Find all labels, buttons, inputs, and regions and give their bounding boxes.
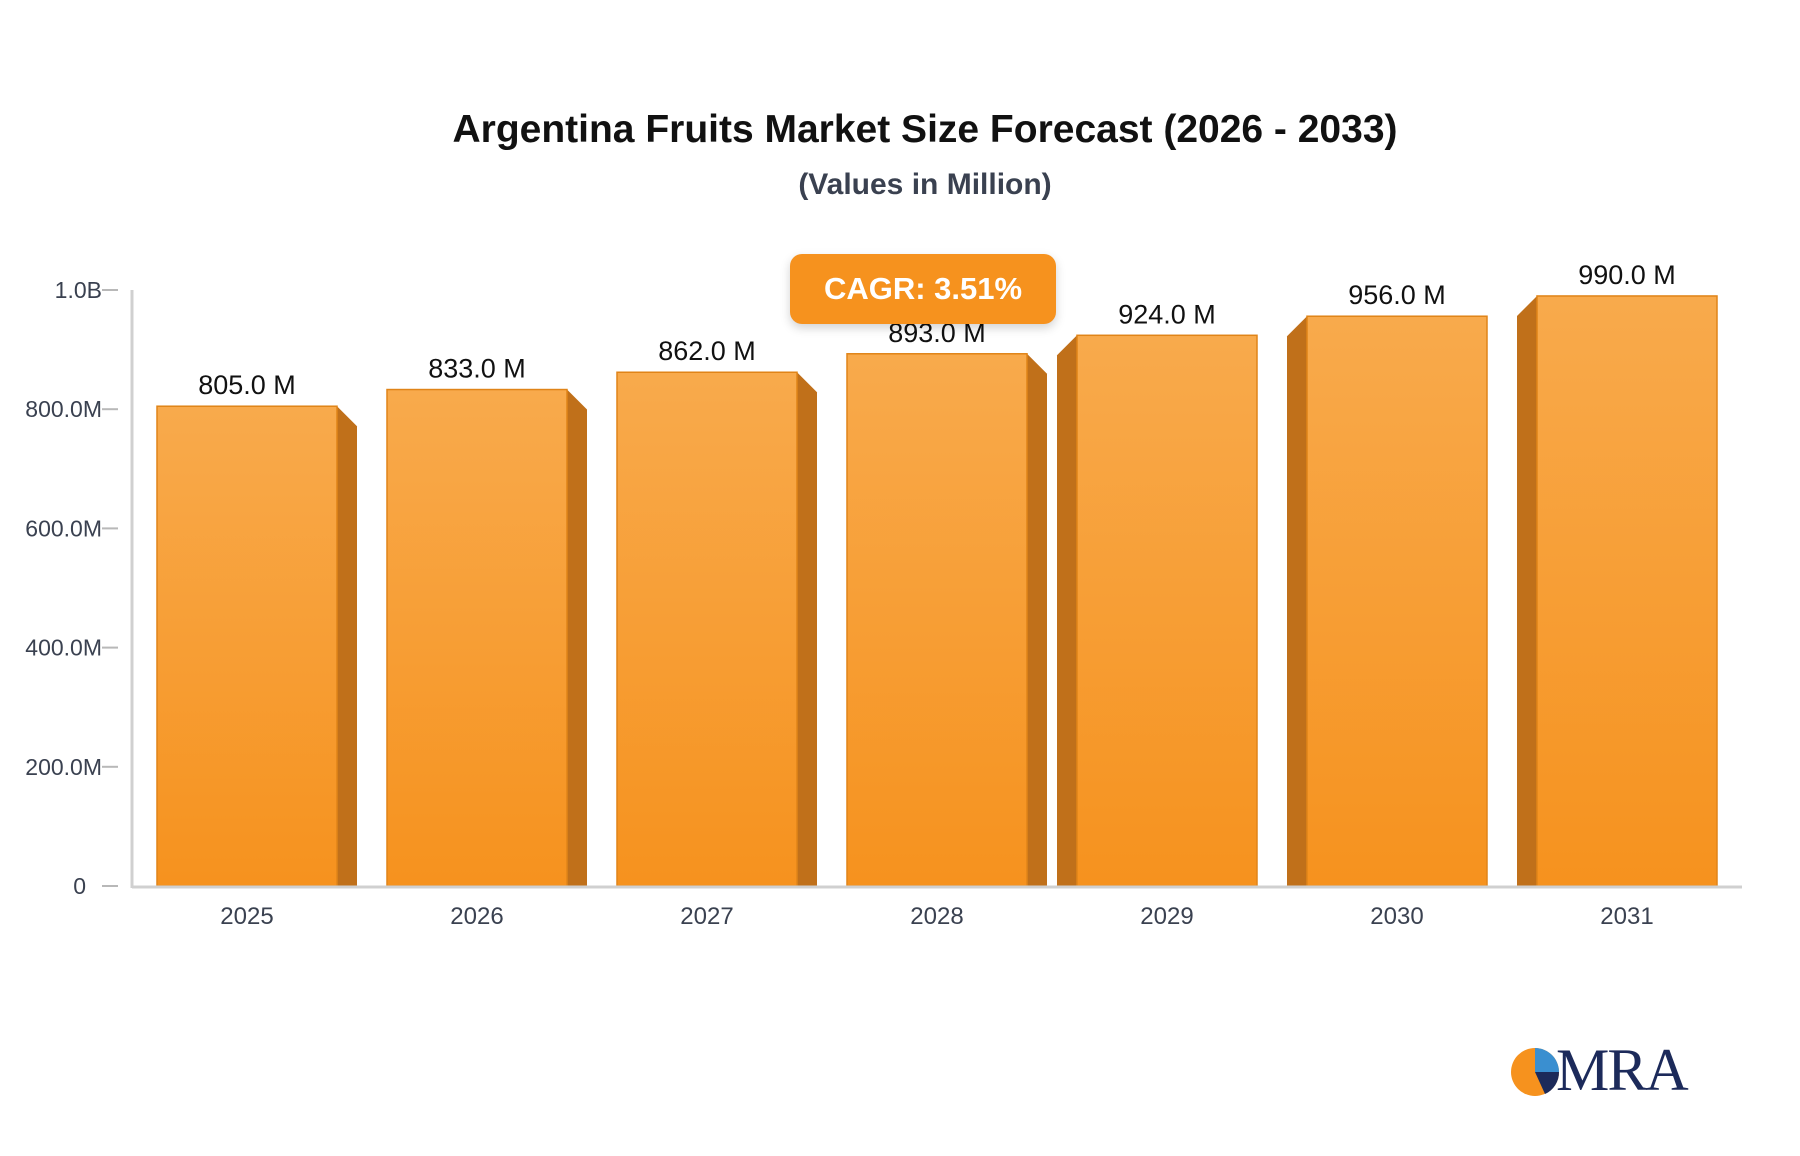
bar-2028: 893.0 M	[846, 318, 1047, 887]
x-tick-label: 2027	[680, 903, 733, 930]
bar-2026: 833.0 M	[386, 354, 587, 887]
bar-2030: 956.0 M	[1287, 280, 1488, 887]
y-tick-label: 600.0M	[25, 515, 102, 541]
bar-side	[337, 406, 357, 886]
bar-value-label: 862.0 M	[658, 336, 756, 366]
bar-2025: 805.0 M	[156, 370, 357, 887]
bar-front	[846, 353, 1028, 887]
bar-value-label: 805.0 M	[198, 370, 296, 400]
pie-logo-icon	[1511, 1048, 1560, 1096]
y-tick-label: 200.0M	[25, 754, 102, 780]
x-tick-label: 2026	[450, 903, 503, 930]
bar-side	[1287, 316, 1307, 886]
bar-side	[1517, 295, 1537, 887]
y-tick-label: 400.0M	[25, 635, 102, 661]
bar-front	[386, 388, 568, 887]
y-tick-label: 800.0M	[25, 396, 102, 422]
bar-side	[1027, 353, 1047, 887]
bar-side	[797, 372, 817, 886]
bar-2027: 862.0 M	[616, 336, 817, 887]
x-tick-label: 2031	[1600, 903, 1653, 930]
bar-2031: 990.0 M	[1517, 260, 1718, 887]
bar-value-label: 956.0 M	[1348, 280, 1446, 310]
x-tick-label: 2030	[1370, 903, 1423, 930]
x-axis: 2025 2026 2027 2028 2029 2030 2031	[132, 885, 1742, 930]
bar-front	[1076, 334, 1258, 887]
y-tick-label: 0	[73, 873, 86, 899]
bars: 805.0 M 833.0 M 862.0 M 893.0 M 924.0 M 956.0…	[156, 260, 1718, 887]
bar-value-label: 924.0 M	[1118, 299, 1216, 329]
chart-subtitle: (Values in Million)	[798, 168, 1052, 201]
x-tick-label: 2028	[910, 903, 963, 930]
brand-name: MRA	[1556, 1037, 1689, 1103]
bar-front	[1536, 295, 1718, 887]
bar-front	[616, 371, 798, 887]
bar-value-label: 990.0 M	[1578, 260, 1676, 290]
y-axis: 0 200.0M 400.0M 600.0M 800.0M 1.0B	[25, 277, 134, 899]
bar-side	[1057, 335, 1077, 886]
cagr-badge: CAGR: 3.51%	[790, 254, 1056, 324]
bar-front	[156, 405, 338, 887]
y-tick-label: 1.0B	[55, 277, 102, 303]
x-tick-label: 2029	[1140, 903, 1193, 930]
bar-side	[567, 389, 587, 886]
bar-2029: 924.0 M	[1057, 299, 1258, 887]
bar-front	[1306, 315, 1488, 887]
bar-value-label: 833.0 M	[428, 354, 526, 384]
x-tick-label: 2025	[220, 903, 273, 930]
chart-title: Argentina Fruits Market Size Forecast (2…	[452, 108, 1398, 151]
